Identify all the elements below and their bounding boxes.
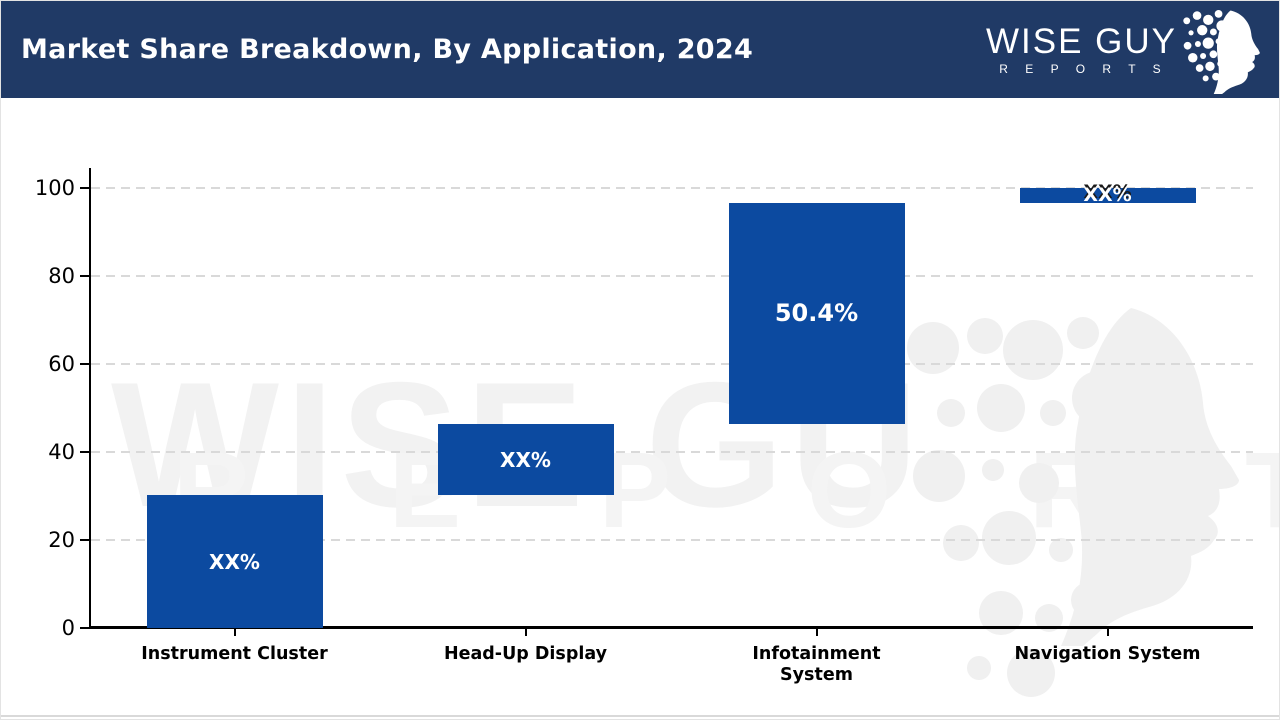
y-tick-20 [80,539,89,541]
logo-wordmark-line1: WISE GUY [985,21,1177,61]
logo-wordmark: WISE GUY R E P O R T S [986,24,1177,76]
y-tick-label-0: 0 [61,616,75,640]
bar-4: XX% [1019,184,1196,206]
x-category-label-2: Head-Up Display [443,644,608,664]
y-tick-label-40: 40 [48,440,75,464]
bar-value-label-3: 50.4% [774,299,859,328]
bar-1: XX% [146,495,323,628]
wise-guy-reports-logo: WISE GUY R E P O R T S [986,6,1265,94]
bar-2: XX% [437,424,614,496]
y-axis-line [89,168,91,628]
y-tick-label-60: 60 [48,352,75,376]
x-category-label-1: Instrument Cluster [141,644,328,664]
x-tick-2 [524,628,527,636]
bar-3: 50.4% [728,202,905,425]
plot-area: 0 20 40 60 80 100 XX% Instrument Cluster XX% Head… [35,168,1253,685]
gridline-y-40 [91,451,1253,453]
x-category-label-4: Navigation System [1014,644,1201,664]
y-tick-40 [80,451,89,453]
bar-value-label-4: XX% [1083,184,1132,207]
gridline-y-80 [91,275,1253,277]
y-tick-label-100: 100 [34,176,75,200]
gridline-y-100 [91,187,1253,189]
y-tick-60 [80,363,89,365]
y-tick-label-80: 80 [48,264,75,288]
header-banner: Market Share Breakdown, By Application, … [1,1,1279,98]
x-category-label-3: Infotainment System [752,644,881,685]
dotted-face-profile-icon [1183,9,1260,94]
chart-area: WISE GU R E P O R T S 020406080100XX%Ins… [1,98,1279,716]
x-tick-1 [233,628,236,636]
y-tick-100 [80,187,89,189]
gridline-y-20 [91,539,1253,541]
bar-value-label-1: XX% [209,549,260,574]
y-tick-0 [80,627,89,629]
y-tick-80 [80,275,89,277]
watermark-dotted-face-icon [907,308,1239,697]
logo-wordmark-line2: R E P O R T S [999,61,1168,76]
bar-value-label-2: XX% [500,447,551,472]
x-axis-line [89,626,1253,629]
chart-title: Market Share Breakdown, By Application, … [21,34,754,65]
x-tick-4 [1106,628,1109,636]
gridline-y-60 [91,363,1253,365]
bottom-divider-line [1,715,1279,717]
y-tick-label-20: 20 [48,528,75,552]
x-tick-3 [815,628,818,636]
